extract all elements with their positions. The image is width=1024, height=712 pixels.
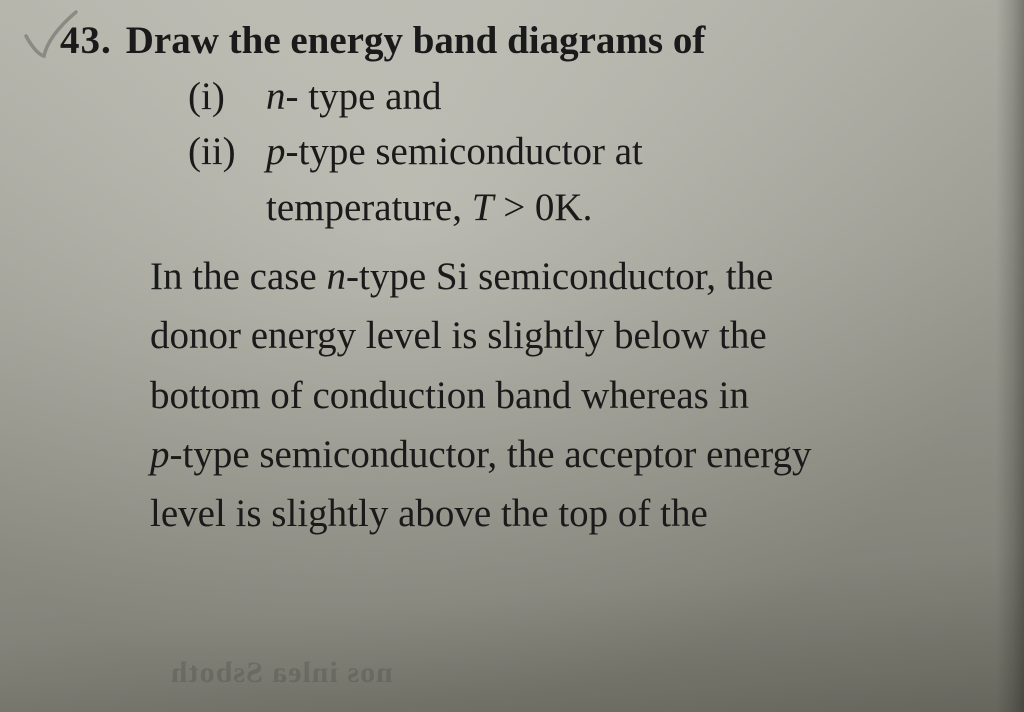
para-frag: In the case [150, 255, 327, 298]
question-number: 43. [60, 18, 112, 63]
para-line: bottom of conduction band whereas in [150, 366, 974, 425]
sub-cont-c: > 0K. [493, 186, 592, 229]
italic-variable: p [150, 433, 170, 476]
sub-text-rest: -type semiconductor at [286, 130, 643, 173]
textbook-page: 43. Draw the energy band diagrams of (i)… [0, 0, 1024, 712]
sub-text-rest: - type and [286, 75, 442, 118]
para-line: level is slightly above the top of the [150, 484, 974, 543]
para-line: In the case n-type Si semiconductor, the [150, 247, 974, 306]
para-frag: -type semiconductor, the acceptor energy [170, 433, 812, 476]
italic-variable: n [266, 75, 286, 118]
sub-list: (i) n- type and (ii) p-type semiconducto… [188, 69, 984, 235]
list-item: (ii) p-type semiconductor at [188, 124, 984, 179]
explanation-paragraph: In the case n-type Si semiconductor, the… [150, 247, 974, 543]
para-line: donor energy level is slightly below the [150, 306, 974, 365]
sub-continuation: temperature, T > 0K. [266, 180, 984, 235]
sub-number: (i) [188, 69, 252, 124]
sub-text: n- type and [266, 69, 441, 124]
italic-variable: n [327, 255, 347, 298]
page-edge-shadow [996, 0, 1024, 712]
list-item: (i) n- type and [188, 69, 984, 124]
bleed-through-text: nos inlea Ssboth [170, 656, 393, 690]
italic-variable: p [266, 130, 286, 173]
para-frag: -type Si semiconductor, the [346, 255, 773, 298]
question-prompt: Draw the energy band diagrams of [126, 18, 706, 63]
sub-text: p-type semiconductor at [266, 124, 643, 179]
italic-variable: T [472, 186, 494, 229]
sub-number: (ii) [188, 124, 252, 179]
question-heading: 43. Draw the energy band diagrams of [60, 18, 984, 63]
para-line: p-type semiconductor, the acceptor energ… [150, 425, 974, 484]
sub-cont-a: temperature, [266, 186, 472, 229]
